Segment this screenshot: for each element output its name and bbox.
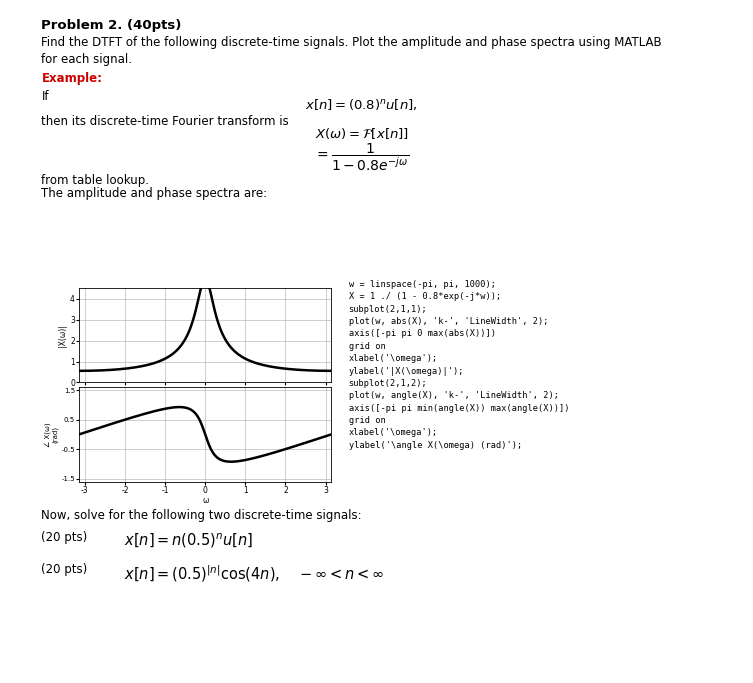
Text: $x[n] = (0.8)^n u[n],$: $x[n] = (0.8)^n u[n],$ — [305, 97, 418, 112]
Text: If: If — [41, 90, 49, 103]
Y-axis label: ∠ X(ω)
(rad): ∠ X(ω) (rad) — [44, 422, 59, 447]
Text: The amplitude and phase spectra are:: The amplitude and phase spectra are: — [41, 187, 267, 200]
Text: $x[n] = n(0.5)^n u[n]$: $x[n] = n(0.5)^n u[n]$ — [124, 531, 254, 550]
X-axis label: ω: ω — [202, 496, 209, 505]
Text: Example:: Example: — [41, 72, 102, 85]
Text: $X(\omega) = \mathcal{F}[x[n]]$: $X(\omega) = \mathcal{F}[x[n]]$ — [315, 126, 408, 141]
Y-axis label: |X(ω)|: |X(ω)| — [58, 324, 67, 347]
Text: w = linspace(-pi, pi, 1000);
X = 1 ./ (1 - 0.8*exp(-j*w));
subplot(2,1,1);
plot(: w = linspace(-pi, pi, 1000); X = 1 ./ (1… — [349, 280, 569, 449]
Text: $x[n] = (0.5)^{|n|}\cos(4n), \quad -\infty < n < \infty$: $x[n] = (0.5)^{|n|}\cos(4n), \quad -\inf… — [124, 563, 385, 584]
Text: Find the DTFT of the following discrete-time signals. Plot the amplitude and pha: Find the DTFT of the following discrete-… — [41, 36, 662, 66]
Text: from table lookup.: from table lookup. — [41, 174, 149, 187]
X-axis label: ω: ω — [202, 397, 209, 406]
Text: then its discrete-time Fourier transform is: then its discrete-time Fourier transform… — [41, 115, 289, 128]
Text: (20 pts): (20 pts) — [41, 531, 87, 544]
Text: $= \dfrac{1}{1 - 0.8e^{-j\omega}}$: $= \dfrac{1}{1 - 0.8e^{-j\omega}}$ — [314, 141, 409, 173]
Text: Problem 2. (40pts): Problem 2. (40pts) — [41, 19, 181, 32]
Text: Now, solve for the following two discrete-time signals:: Now, solve for the following two discret… — [41, 509, 362, 522]
Text: (20 pts): (20 pts) — [41, 563, 87, 576]
